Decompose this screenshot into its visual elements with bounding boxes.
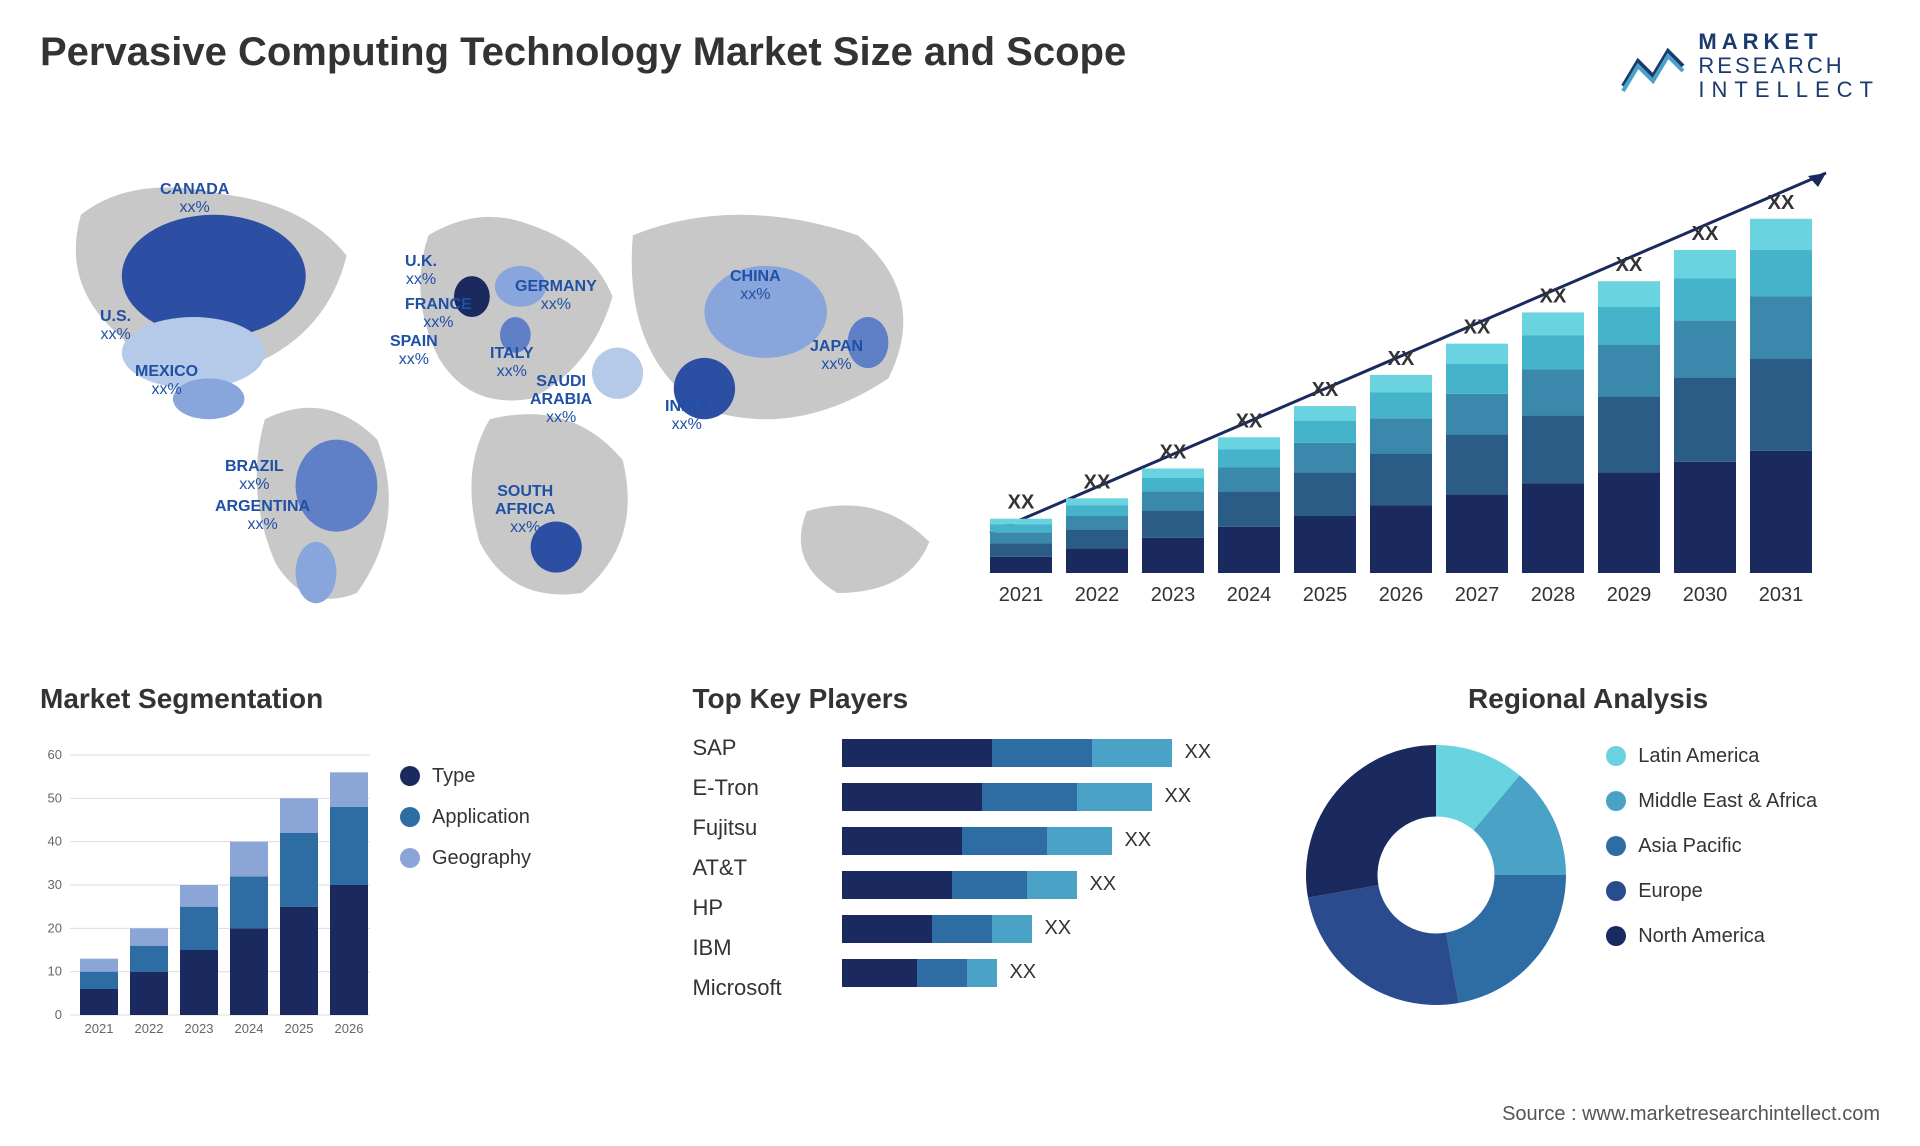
segmentation-legend: Type Application Geography [400,765,531,1045]
svg-text:2023: 2023 [185,1021,214,1036]
region-legend-item: Asia Pacific [1606,835,1817,858]
svg-text:XX: XX [1692,223,1719,245]
regional-legend: Latin America Middle East & Africa Asia Pa… [1606,745,1817,948]
svg-text:2023: 2023 [1151,584,1196,606]
svg-text:2030: 2030 [1683,584,1728,606]
player-bars: XX XX XX XX XX XX [842,739,1276,1001]
regional-donut [1296,735,1576,1015]
svg-text:XX: XX [1768,191,1795,213]
svg-text:50: 50 [48,790,62,805]
segmentation-title: Market Segmentation [40,683,672,715]
svg-text:30: 30 [48,877,62,892]
map-label-spain: SPAINxx% [390,333,438,370]
player-name: AT&T [692,855,822,881]
players-title: Top Key Players [692,683,1276,715]
svg-text:2022: 2022 [1075,584,1120,606]
logo-line2: RESEARCH [1698,54,1880,78]
svg-text:0: 0 [55,1007,62,1022]
svg-text:40: 40 [48,833,62,848]
logo-icon [1618,36,1688,96]
regional-title: Regional Analysis [1296,683,1880,715]
region-legend-item: Latin America [1606,745,1817,768]
logo-line3: INTELLECT [1698,78,1880,102]
player-name: IBM [692,935,822,961]
map-label-france: FRANCExx% [405,296,472,333]
svg-text:2026: 2026 [335,1021,364,1036]
map-label-saudiarabia: SAUDIARABIAxx% [530,373,592,428]
players-panel: Top Key Players SAP E-Tron Fujitsu AT&T HP IB… [692,683,1276,1045]
logo-line1: MARKET [1698,30,1880,54]
map-label-uk: U.K.xx% [405,253,437,290]
source-attribution: Source : www.marketresearchintellect.com [1502,1103,1880,1126]
donut-svg [1296,735,1576,1015]
svg-text:XX: XX [1312,379,1339,401]
svg-text:XX: XX [1160,441,1187,463]
svg-text:2022: 2022 [135,1021,164,1036]
seg-legend-geography: Geography [400,847,531,870]
player-name: Fujitsu [692,815,822,841]
map-label-italy: ITALYxx% [490,345,534,382]
svg-text:2024: 2024 [235,1021,264,1036]
brand-logo: MARKET RESEARCH INTELLECT [1618,30,1880,103]
player-bar-row: XX [842,783,1276,811]
segmentation-svg: 0 10 20 30 40 50 60 2021 2022 2023 2024 2025 2026 [40,735,370,1045]
svg-text:XX: XX [1008,491,1035,513]
map-label-us: U.S.xx% [100,308,131,345]
svg-text:XX: XX [1236,410,1263,432]
segmentation-chart: 0 10 20 30 40 50 60 2021 2022 2023 2024 2025 2026 [40,735,370,1045]
map-label-argentina: ARGENTINAxx% [215,498,310,535]
player-bar-row: XX [842,871,1276,899]
region-legend-item: Middle East & Africa [1606,790,1817,813]
svg-text:2026: 2026 [1379,584,1424,606]
svg-text:10: 10 [48,963,62,978]
segmentation-panel: Market Segmentation 0 10 20 30 40 50 60 2021 202… [40,683,672,1045]
page-title: Pervasive Computing Technology Market Si… [40,30,1126,75]
svg-text:60: 60 [48,747,62,762]
map-label-germany: GERMANYxx% [515,278,597,315]
map-label-southafrica: SOUTHAFRICAxx% [495,483,555,538]
player-bar-row: XX [842,827,1276,855]
growth-chart: XX 2021 XX 2022 XX 2023 XX 2024 XX 2025 XX 2026 XX 20… [960,133,1880,653]
player-bar-row: XX [842,739,1276,767]
player-name: Microsoft [692,975,822,1001]
svg-text:XX: XX [1616,254,1643,276]
regional-panel: Regional Analysis Latin America Middle Ea… [1296,683,1880,1045]
svg-text:XX: XX [1540,285,1567,307]
svg-text:20: 20 [48,920,62,935]
map-label-japan: JAPANxx% [810,338,863,375]
region-legend-item: Europe [1606,880,1817,903]
svg-text:2029: 2029 [1607,584,1652,606]
svg-text:2021: 2021 [85,1021,114,1036]
player-names: SAP E-Tron Fujitsu AT&T HP IBM Microsoft [692,735,822,1001]
growth-chart-svg: XX 2021 XX 2022 XX 2023 XX 2024 XX 2025 XX 2026 XX 20… [960,133,1840,633]
svg-text:XX: XX [1464,316,1491,338]
map-label-china: CHINAxx% [730,268,781,305]
svg-text:XX: XX [1084,471,1111,493]
map-label-brazil: BRAZILxx% [225,458,284,495]
seg-legend-application: Application [400,806,531,829]
svg-text:2027: 2027 [1455,584,1500,606]
player-bar-row: XX [842,959,1276,987]
player-name: HP [692,895,822,921]
svg-text:2021: 2021 [999,584,1044,606]
svg-text:2025: 2025 [1303,584,1348,606]
region-legend-item: North America [1606,925,1817,948]
svg-text:2024: 2024 [1227,584,1272,606]
map-label-india: INDIAxx% [665,398,709,435]
player-bar-row: XX [842,915,1276,943]
world-map: CANADAxx% U.S.xx%MEXICOxx% BRAZILxx%ARGENT… [40,133,960,653]
player-name: E-Tron [692,775,822,801]
svg-text:XX: XX [1388,347,1415,369]
svg-text:2031: 2031 [1759,584,1804,606]
svg-text:2028: 2028 [1531,584,1576,606]
player-name: SAP [692,735,822,761]
seg-legend-type: Type [400,765,531,788]
map-label-mexico: MEXICOxx% [135,363,198,400]
svg-text:2025: 2025 [285,1021,314,1036]
map-label-canada: CANADAxx% [160,181,229,218]
